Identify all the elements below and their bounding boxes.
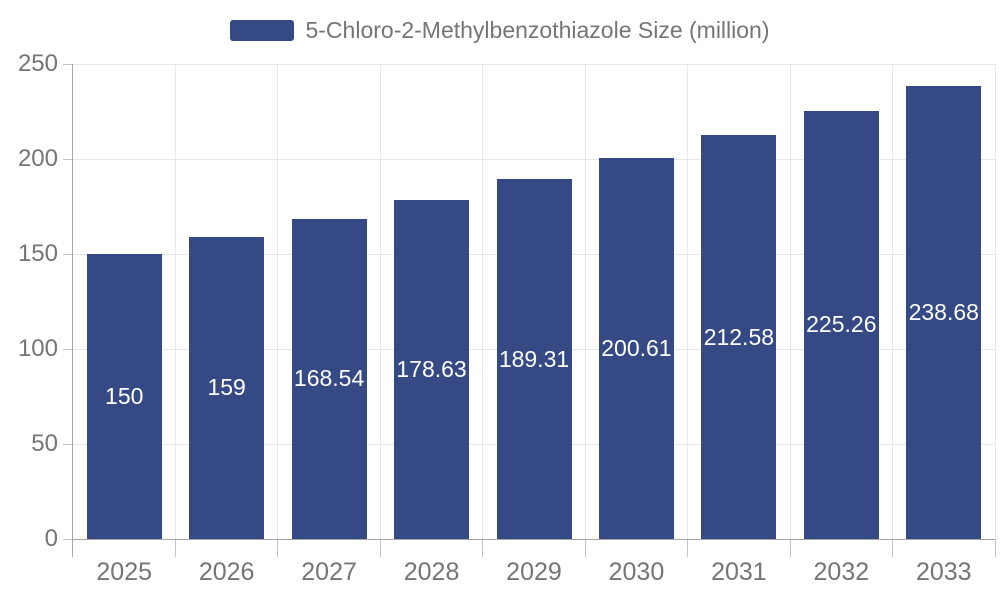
y-tick-label: 50 bbox=[31, 430, 58, 457]
x-tick-label: 2025 bbox=[96, 558, 153, 586]
y-axis-tick bbox=[63, 158, 73, 160]
x-axis-tick bbox=[789, 539, 791, 557]
gridline-horizontal bbox=[73, 158, 995, 160]
gridline-vertical bbox=[584, 64, 586, 539]
y-tick-label: 0 bbox=[44, 525, 58, 552]
x-tick-label: 2029 bbox=[506, 558, 562, 586]
y-tick-label: 250 bbox=[17, 50, 58, 77]
bar[interactable]: 189.31 bbox=[496, 179, 572, 539]
x-tick-label: 2030 bbox=[608, 558, 665, 586]
bar-value-label: 238.68 bbox=[908, 298, 979, 325]
bar[interactable]: 225.26 bbox=[803, 111, 879, 539]
y-axis-tick bbox=[63, 63, 73, 65]
gridline-horizontal bbox=[73, 63, 995, 65]
bar-value-label: 178.63 bbox=[396, 355, 467, 382]
bar-value-label: 189.31 bbox=[498, 345, 570, 372]
x-tick-label: 2027 bbox=[301, 558, 357, 586]
x-axis-tick bbox=[892, 539, 894, 557]
y-axis-tick bbox=[63, 538, 73, 540]
bar[interactable]: 212.58 bbox=[701, 135, 777, 539]
gridline-vertical bbox=[379, 64, 381, 539]
gridline-vertical bbox=[174, 64, 176, 539]
y-tick-label: 150 bbox=[17, 240, 58, 267]
x-tick-label: 2031 bbox=[711, 558, 767, 586]
y-axis-line bbox=[72, 64, 73, 557]
x-tick-label: 2028 bbox=[403, 558, 460, 586]
x-axis-tick bbox=[687, 539, 689, 557]
bar[interactable]: 200.61 bbox=[598, 157, 674, 539]
x-axis-line bbox=[73, 539, 995, 540]
y-axis-tick bbox=[63, 253, 73, 255]
bar-value-label: 150 bbox=[105, 383, 144, 409]
y-tick-label: 100 bbox=[17, 335, 58, 362]
bar[interactable]: 168.54 bbox=[291, 218, 367, 539]
legend-label: 5-Chloro-2-Methylbenzothiazole Size (mil… bbox=[305, 17, 770, 43]
x-tick-label: 2026 bbox=[198, 558, 255, 586]
x-axis-tick bbox=[379, 539, 381, 557]
y-tick-label: 200 bbox=[17, 145, 58, 172]
legend-item[interactable]: 5-Chloro-2-Methylbenzothiazole Size (mil… bbox=[230, 17, 770, 43]
x-axis-tick bbox=[482, 539, 484, 557]
gridline-vertical bbox=[482, 64, 484, 539]
bar-value-label: 212.58 bbox=[703, 323, 775, 350]
x-axis-tick bbox=[994, 539, 996, 557]
legend: 5-Chloro-2-Methylbenzothiazole Size (mil… bbox=[0, 18, 1000, 43]
x-axis-tick bbox=[174, 539, 176, 557]
x-tick-label: 2032 bbox=[813, 558, 870, 586]
bar-value-label: 200.61 bbox=[601, 334, 672, 361]
gridline-vertical bbox=[687, 64, 689, 539]
gridline-vertical bbox=[789, 64, 791, 539]
bar-value-label: 159 bbox=[207, 374, 246, 401]
y-axis-tick bbox=[63, 348, 73, 350]
bar[interactable]: 150 bbox=[86, 254, 162, 539]
x-axis-tick bbox=[277, 539, 279, 557]
x-tick-label: 2033 bbox=[915, 558, 972, 586]
bar[interactable]: 178.63 bbox=[394, 199, 470, 539]
legend-swatch bbox=[230, 20, 295, 41]
bar-value-label: 168.54 bbox=[293, 365, 365, 392]
y-axis-tick bbox=[63, 443, 73, 445]
bar[interactable]: 159 bbox=[189, 236, 265, 539]
bar-value-label: 225.26 bbox=[806, 311, 877, 338]
bar[interactable]: 238.68 bbox=[906, 85, 982, 539]
gridline-vertical bbox=[994, 64, 996, 539]
gridline-vertical bbox=[277, 64, 279, 539]
gridline-vertical bbox=[892, 64, 894, 539]
x-axis-tick bbox=[584, 539, 586, 557]
